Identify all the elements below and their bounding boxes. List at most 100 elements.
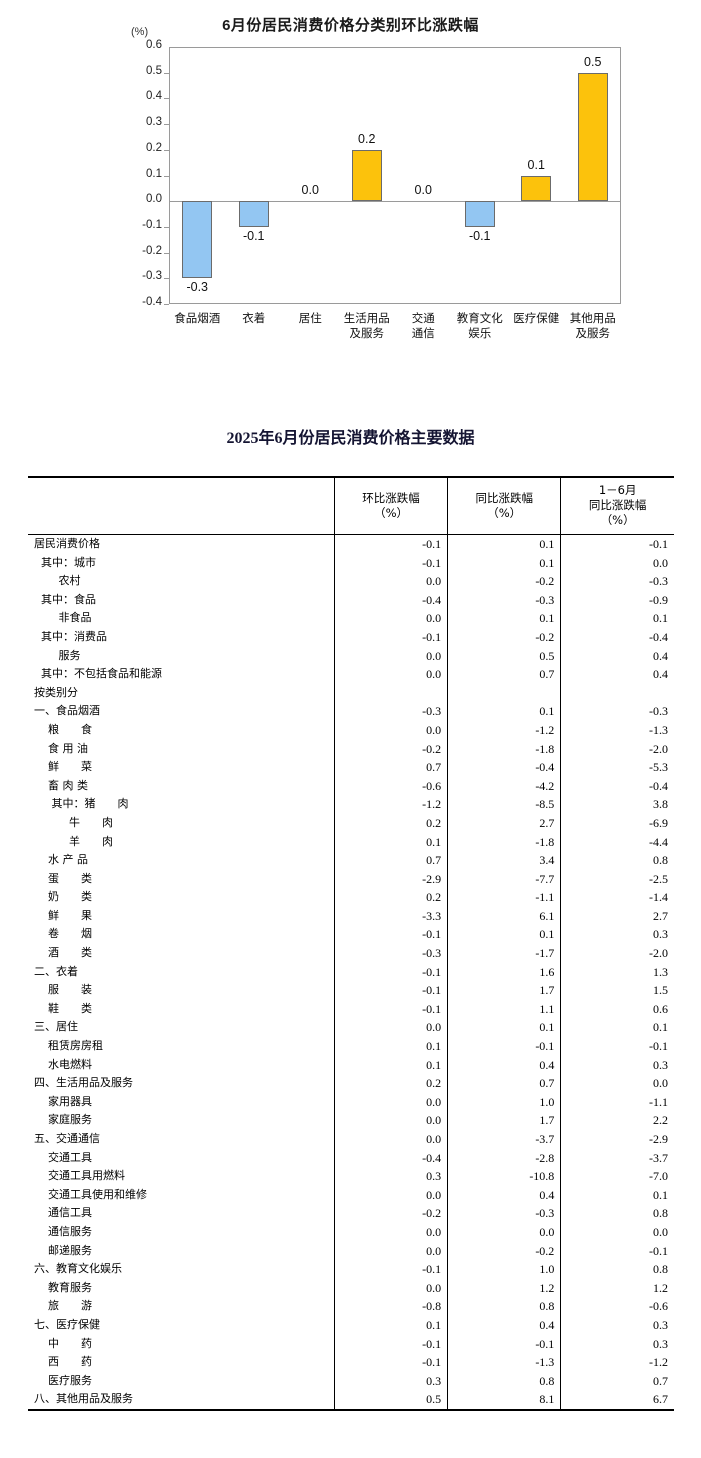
chart-title: 6月份居民消费价格分类别环比涨跌幅 — [222, 17, 479, 34]
y-axis-tick-label: 0.4 — [146, 90, 162, 103]
row-category-name: 牛 肉 — [28, 813, 335, 833]
table-row: 五、交通通信 0.0 -3.7 -2.9 — [28, 1130, 674, 1149]
table-row: 三、居住 0.0 0.1 0.1 — [28, 1018, 674, 1038]
cell-yoy: -0.2 — [447, 572, 562, 591]
x-axis-category-label: 教育文化 娱乐 — [456, 313, 503, 340]
chart-bar — [577, 72, 608, 202]
cell-mom: -0.3 — [334, 702, 449, 721]
cell-cumulative-yoy: 0.8 — [653, 1206, 668, 1221]
cell-mom: -3.3 — [334, 906, 449, 926]
cell-cumulative-yoy: 0.0 — [653, 555, 668, 570]
chart-bar — [521, 175, 552, 202]
table-row: 邮递服务 0.0 -0.2 -0.1 — [28, 1241, 674, 1261]
y-axis-tick-label: 0.2 — [146, 141, 162, 154]
row-category-name: 卷 烟 — [28, 925, 335, 945]
table-row: 农村 0.0 -0.2 -0.3 — [28, 572, 674, 591]
table-row: 牛 肉 0.2 2.7 -6.9 — [28, 813, 674, 833]
table-row: 鲜 果 -3.3 6.1 2.7 — [28, 906, 674, 926]
row-category-name: 六、教育文化娱乐 — [28, 1260, 335, 1279]
cell-yoy: 1.7 — [447, 1111, 562, 1130]
cell-cumulative-yoy: -3.7 — [649, 1150, 668, 1165]
cell-cumulative-yoy: -0.1 — [649, 1243, 668, 1258]
cell-cumulative-yoy: 2.2 — [653, 1113, 668, 1128]
chart-bar — [464, 201, 495, 227]
cell-mom: 0.7 — [334, 758, 449, 777]
cell-cumulative-yoy: 1.5 — [653, 983, 668, 998]
row-category-name: 奶 类 — [28, 888, 335, 907]
row-category-name: 中 药 — [28, 1334, 335, 1354]
cell-yoy: 0.1 — [447, 702, 562, 721]
cell-yoy — [447, 683, 562, 703]
cell-cumulative-yoy: -0.1 — [649, 1039, 668, 1054]
cell-yoy: 0.4 — [447, 1055, 562, 1075]
row-category-name: 家庭服务 — [28, 1111, 335, 1130]
row-category-name: 食 用 油 — [28, 739, 335, 759]
table-row: 服务 0.0 0.5 0.4 — [28, 646, 674, 666]
column-header-category — [28, 476, 335, 535]
cell-mom: 0.0 — [334, 572, 449, 591]
cell-mom: -0.1 — [334, 534, 449, 554]
cell-mom: 0.1 — [334, 832, 449, 852]
x-axis-category-label: 食品烟酒 — [174, 313, 221, 325]
row-category-name: 四、生活用品及服务 — [28, 1074, 335, 1093]
cell-cumulative-yoy: 0.6 — [653, 1001, 668, 1016]
cell-mom: 0.2 — [334, 888, 449, 907]
row-category-name: 按类别分 — [28, 683, 335, 703]
cell-mom: 0.0 — [334, 1185, 449, 1205]
table-row: 二、衣着 -0.1 1.6 1.3 — [28, 962, 674, 982]
row-category-name: 粮 食 — [28, 720, 335, 740]
cell-yoy: 0.1 — [447, 553, 562, 573]
cell-cumulative-yoy: -5.3 — [649, 760, 668, 775]
y-axis-tick-label: 0.5 — [146, 64, 162, 77]
table-row: 四、生活用品及服务 0.2 0.7 0.0 — [28, 1074, 674, 1093]
cell-mom: 0.3 — [334, 1167, 449, 1186]
cell-yoy: -0.1 — [447, 1334, 562, 1354]
row-category-name: 服务 — [28, 646, 335, 666]
cell-cumulative-yoy: -0.1 — [649, 537, 668, 551]
cell-mom: -0.1 — [334, 1353, 449, 1372]
cell-yoy: -1.3 — [447, 1353, 562, 1372]
table-row: 按类别分 — [28, 683, 674, 703]
table-row: 其中：猪 肉 -1.2 -8.5 3.8 — [28, 795, 674, 814]
cell-yoy: -7.7 — [447, 869, 562, 889]
chart-unit-label: (%) — [131, 26, 149, 38]
cell-yoy: 0.1 — [447, 1018, 562, 1038]
cell-yoy: -1.8 — [447, 832, 562, 852]
y-axis-tick-mark — [164, 98, 169, 100]
cpi-data-table: 环比涨跌幅 （%） 同比涨跌幅 （%） 1－6月 同比涨跌幅 （%） 居民消费价格 -0.… — [28, 476, 674, 1411]
cell-cumulative-yoy: 0.3 — [653, 1057, 668, 1072]
bar-value-label: -0.3 — [186, 280, 209, 295]
chart-bar — [238, 201, 269, 227]
cell-yoy: 0.7 — [447, 1074, 562, 1093]
bar-value-label: 0.1 — [527, 157, 545, 172]
cell-cumulative-yoy: -2.0 — [649, 741, 668, 756]
cell-yoy: -0.1 — [447, 1037, 562, 1056]
cell-cumulative-yoy: 0.4 — [653, 648, 668, 663]
cell-yoy: 0.5 — [447, 646, 562, 666]
row-category-name: 羊 肉 — [28, 832, 335, 852]
bar-value-label: 0.0 — [414, 183, 432, 198]
row-category-name: 其中：城市 — [28, 553, 335, 573]
cell-mom: -0.1 — [334, 1260, 449, 1279]
y-axis-tick-mark — [164, 175, 169, 177]
cell-yoy: -0.2 — [447, 1241, 562, 1261]
cell-mom: 0.0 — [334, 1092, 449, 1112]
cell-yoy: 0.7 — [447, 665, 562, 684]
table-row: 居民消费价格 -0.1 0.1 -0.1 — [28, 534, 674, 554]
cell-yoy: 0.4 — [447, 1185, 562, 1205]
cell-cumulative-yoy: -2.9 — [649, 1132, 668, 1146]
cell-cumulative-yoy: -1.4 — [649, 890, 668, 905]
y-axis-tick-mark — [164, 226, 169, 228]
cell-cumulative-yoy: -0.3 — [649, 574, 668, 589]
cell-cumulative-yoy: -0.6 — [649, 1299, 668, 1314]
cell-cumulative-yoy: 1.2 — [653, 1280, 668, 1295]
table-row: 交通工具用燃料 0.3 -10.8 -7.0 — [28, 1167, 674, 1186]
cell-cumulative-yoy: 0.0 — [653, 1224, 668, 1239]
table-row: 服 装 -0.1 1.7 1.5 — [28, 981, 674, 1000]
cell-cumulative-yoy: -0.4 — [649, 629, 668, 644]
row-category-name: 鞋 类 — [28, 999, 335, 1019]
y-axis-tick-label: 0.6 — [146, 39, 162, 51]
row-category-name: 旅 游 — [28, 1297, 335, 1316]
cell-cumulative-yoy: 3.8 — [653, 797, 668, 812]
cell-mom: 0.2 — [334, 1074, 449, 1093]
